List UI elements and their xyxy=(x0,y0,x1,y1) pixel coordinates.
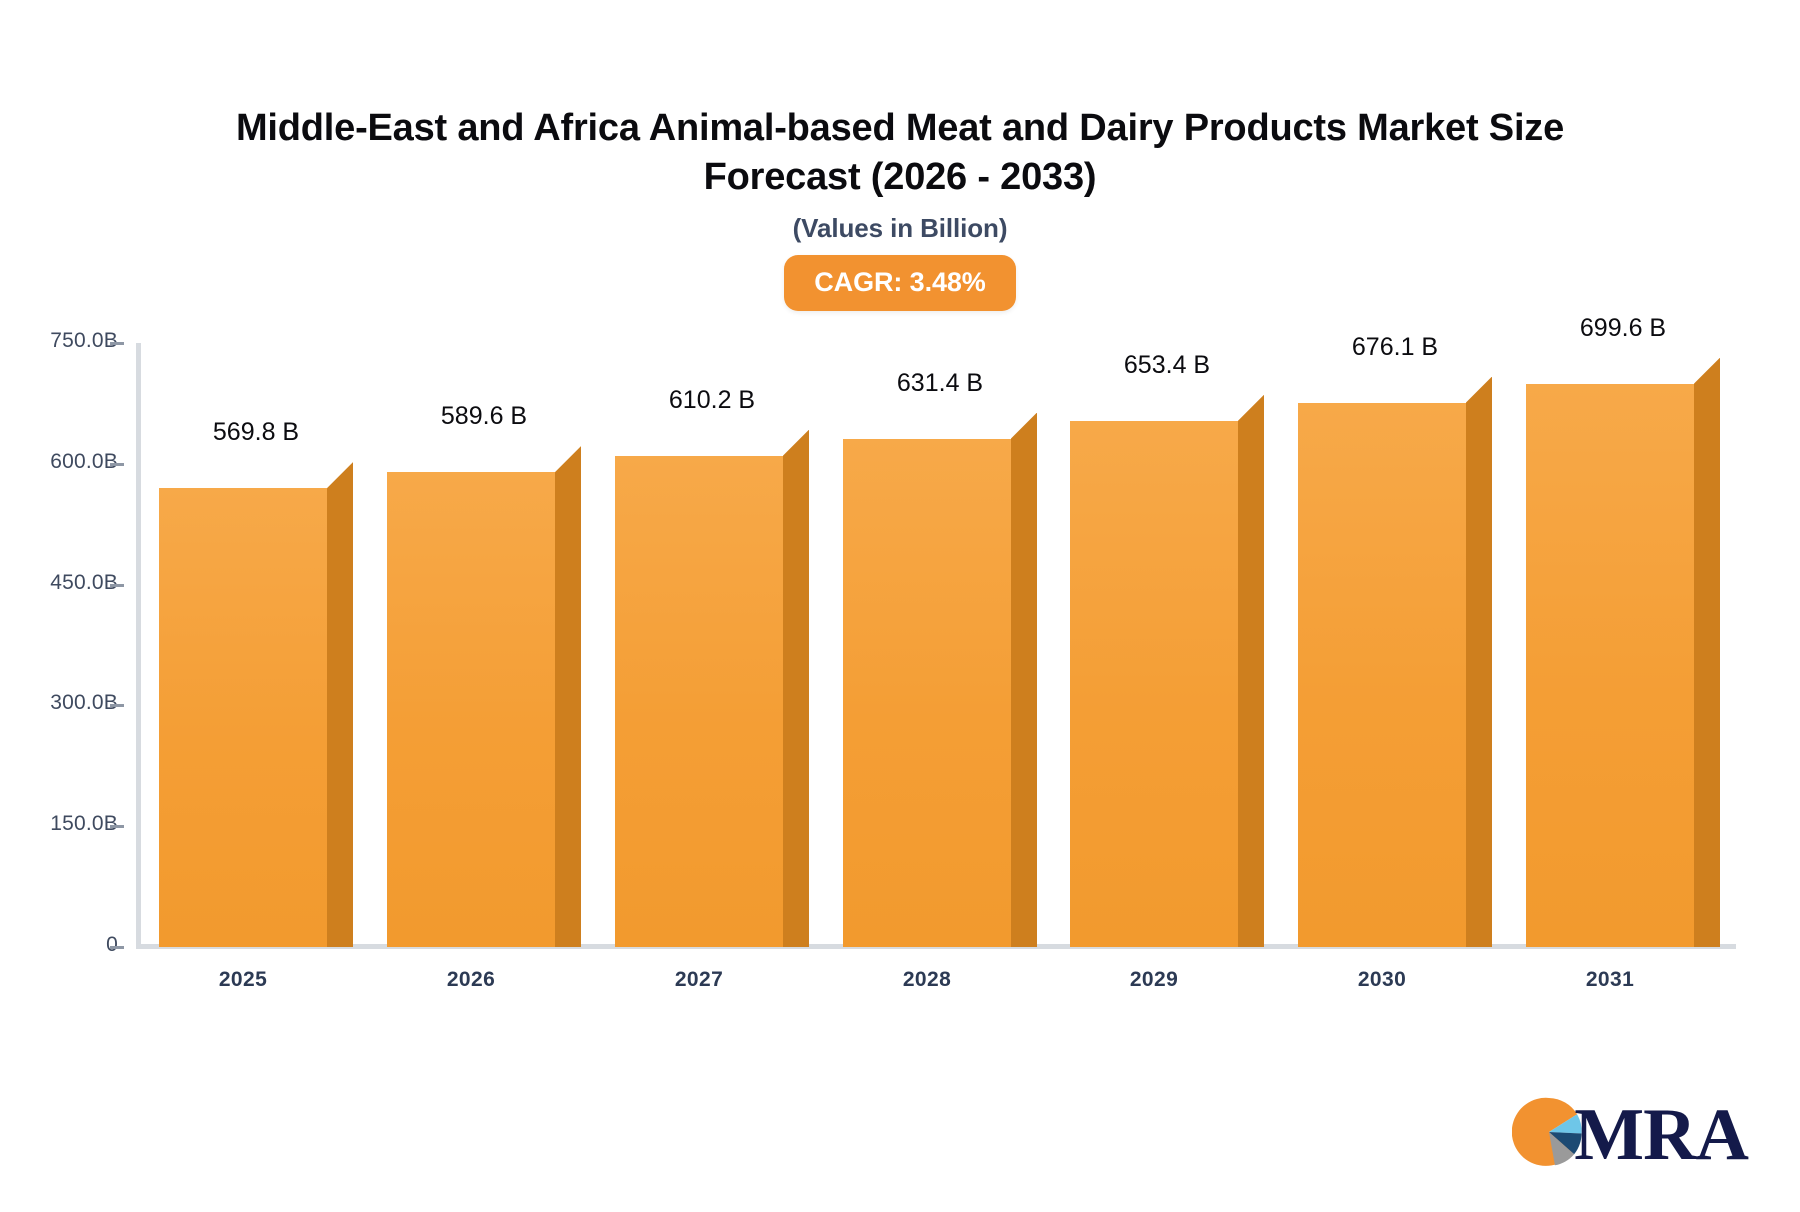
bar-front-face xyxy=(1070,420,1238,947)
bar-side-face xyxy=(327,462,353,947)
y-axis-tick-label: 0 xyxy=(106,933,118,956)
y-axis-tick-label: 150.0B xyxy=(50,812,118,836)
bar-value-label: 631.4 B xyxy=(896,368,984,397)
logo-text: MRA xyxy=(1574,1093,1749,1176)
bar-front-face xyxy=(1298,402,1466,947)
bar-2030[interactable] xyxy=(1298,376,1492,947)
bar-value-label: 589.6 B xyxy=(440,402,528,431)
bar-value-label: 653.4 B xyxy=(1123,350,1211,379)
bar-side-face xyxy=(1694,357,1720,947)
page-title: Middle-East and Africa Animal-based Meat… xyxy=(235,107,1565,198)
pie-chart-icon xyxy=(1512,1095,1586,1174)
y-axis-line xyxy=(136,343,141,948)
bar-side-face xyxy=(1011,412,1037,947)
y-axis-tick-label: 450.0B xyxy=(50,570,118,594)
bar-side-face xyxy=(1238,394,1264,947)
bar-value-label: 676.1 B xyxy=(1351,332,1439,361)
bar-2028[interactable] xyxy=(843,412,1037,947)
x-axis-tick-label-2027: 2027 xyxy=(674,968,724,991)
title-block: Middle-East and Africa Animal-based Meat… xyxy=(0,104,1800,244)
bar-value-label: 699.6 B xyxy=(1579,313,1667,342)
bar-front-face xyxy=(387,472,555,947)
x-axis-tick-label-2029: 2029 xyxy=(1129,968,1179,991)
x-axis-tick-label-2031: 2031 xyxy=(1585,968,1635,991)
bar-front-face xyxy=(1526,383,1694,947)
y-axis-tick-label: 600.0B xyxy=(50,449,118,473)
bar-side-face xyxy=(1466,376,1492,947)
y-axis-tick-mark xyxy=(110,462,124,466)
bar-side-face xyxy=(783,429,809,947)
bar-front-face xyxy=(615,455,783,947)
y-axis-tick-mark xyxy=(110,583,124,587)
y-axis-tick-label: 300.0B xyxy=(50,691,118,715)
x-axis-tick-label-2026: 2026 xyxy=(446,968,496,991)
x-axis-tick-label-2025: 2025 xyxy=(218,968,268,991)
bar-2031[interactable] xyxy=(1526,357,1720,947)
bar-front-face xyxy=(843,438,1011,947)
y-axis-tick-label: 750.0B xyxy=(50,329,118,352)
y-axis-tick-mark xyxy=(110,825,124,829)
mra-logo: MRA xyxy=(1512,1093,1749,1176)
bar-2027[interactable] xyxy=(615,429,809,947)
y-axis-tick-mark xyxy=(110,704,124,708)
x-axis-tick-label-2030: 2030 xyxy=(1357,968,1407,991)
y-axis-tick-mark xyxy=(110,946,124,949)
bar-2029[interactable] xyxy=(1070,394,1264,947)
bar-value-label: 569.8 B xyxy=(212,418,300,447)
bar-front-face xyxy=(159,488,327,947)
chart-subtitle: (Values in Billion) xyxy=(792,213,1008,244)
y-axis-tick-mark xyxy=(110,342,124,345)
x-axis-tick-label-2028: 2028 xyxy=(902,968,952,991)
bar-side-face xyxy=(555,446,581,947)
bar-value-label: 610.2 B xyxy=(668,385,756,414)
bar-2026[interactable] xyxy=(387,446,581,947)
bar-2025[interactable] xyxy=(159,462,353,947)
